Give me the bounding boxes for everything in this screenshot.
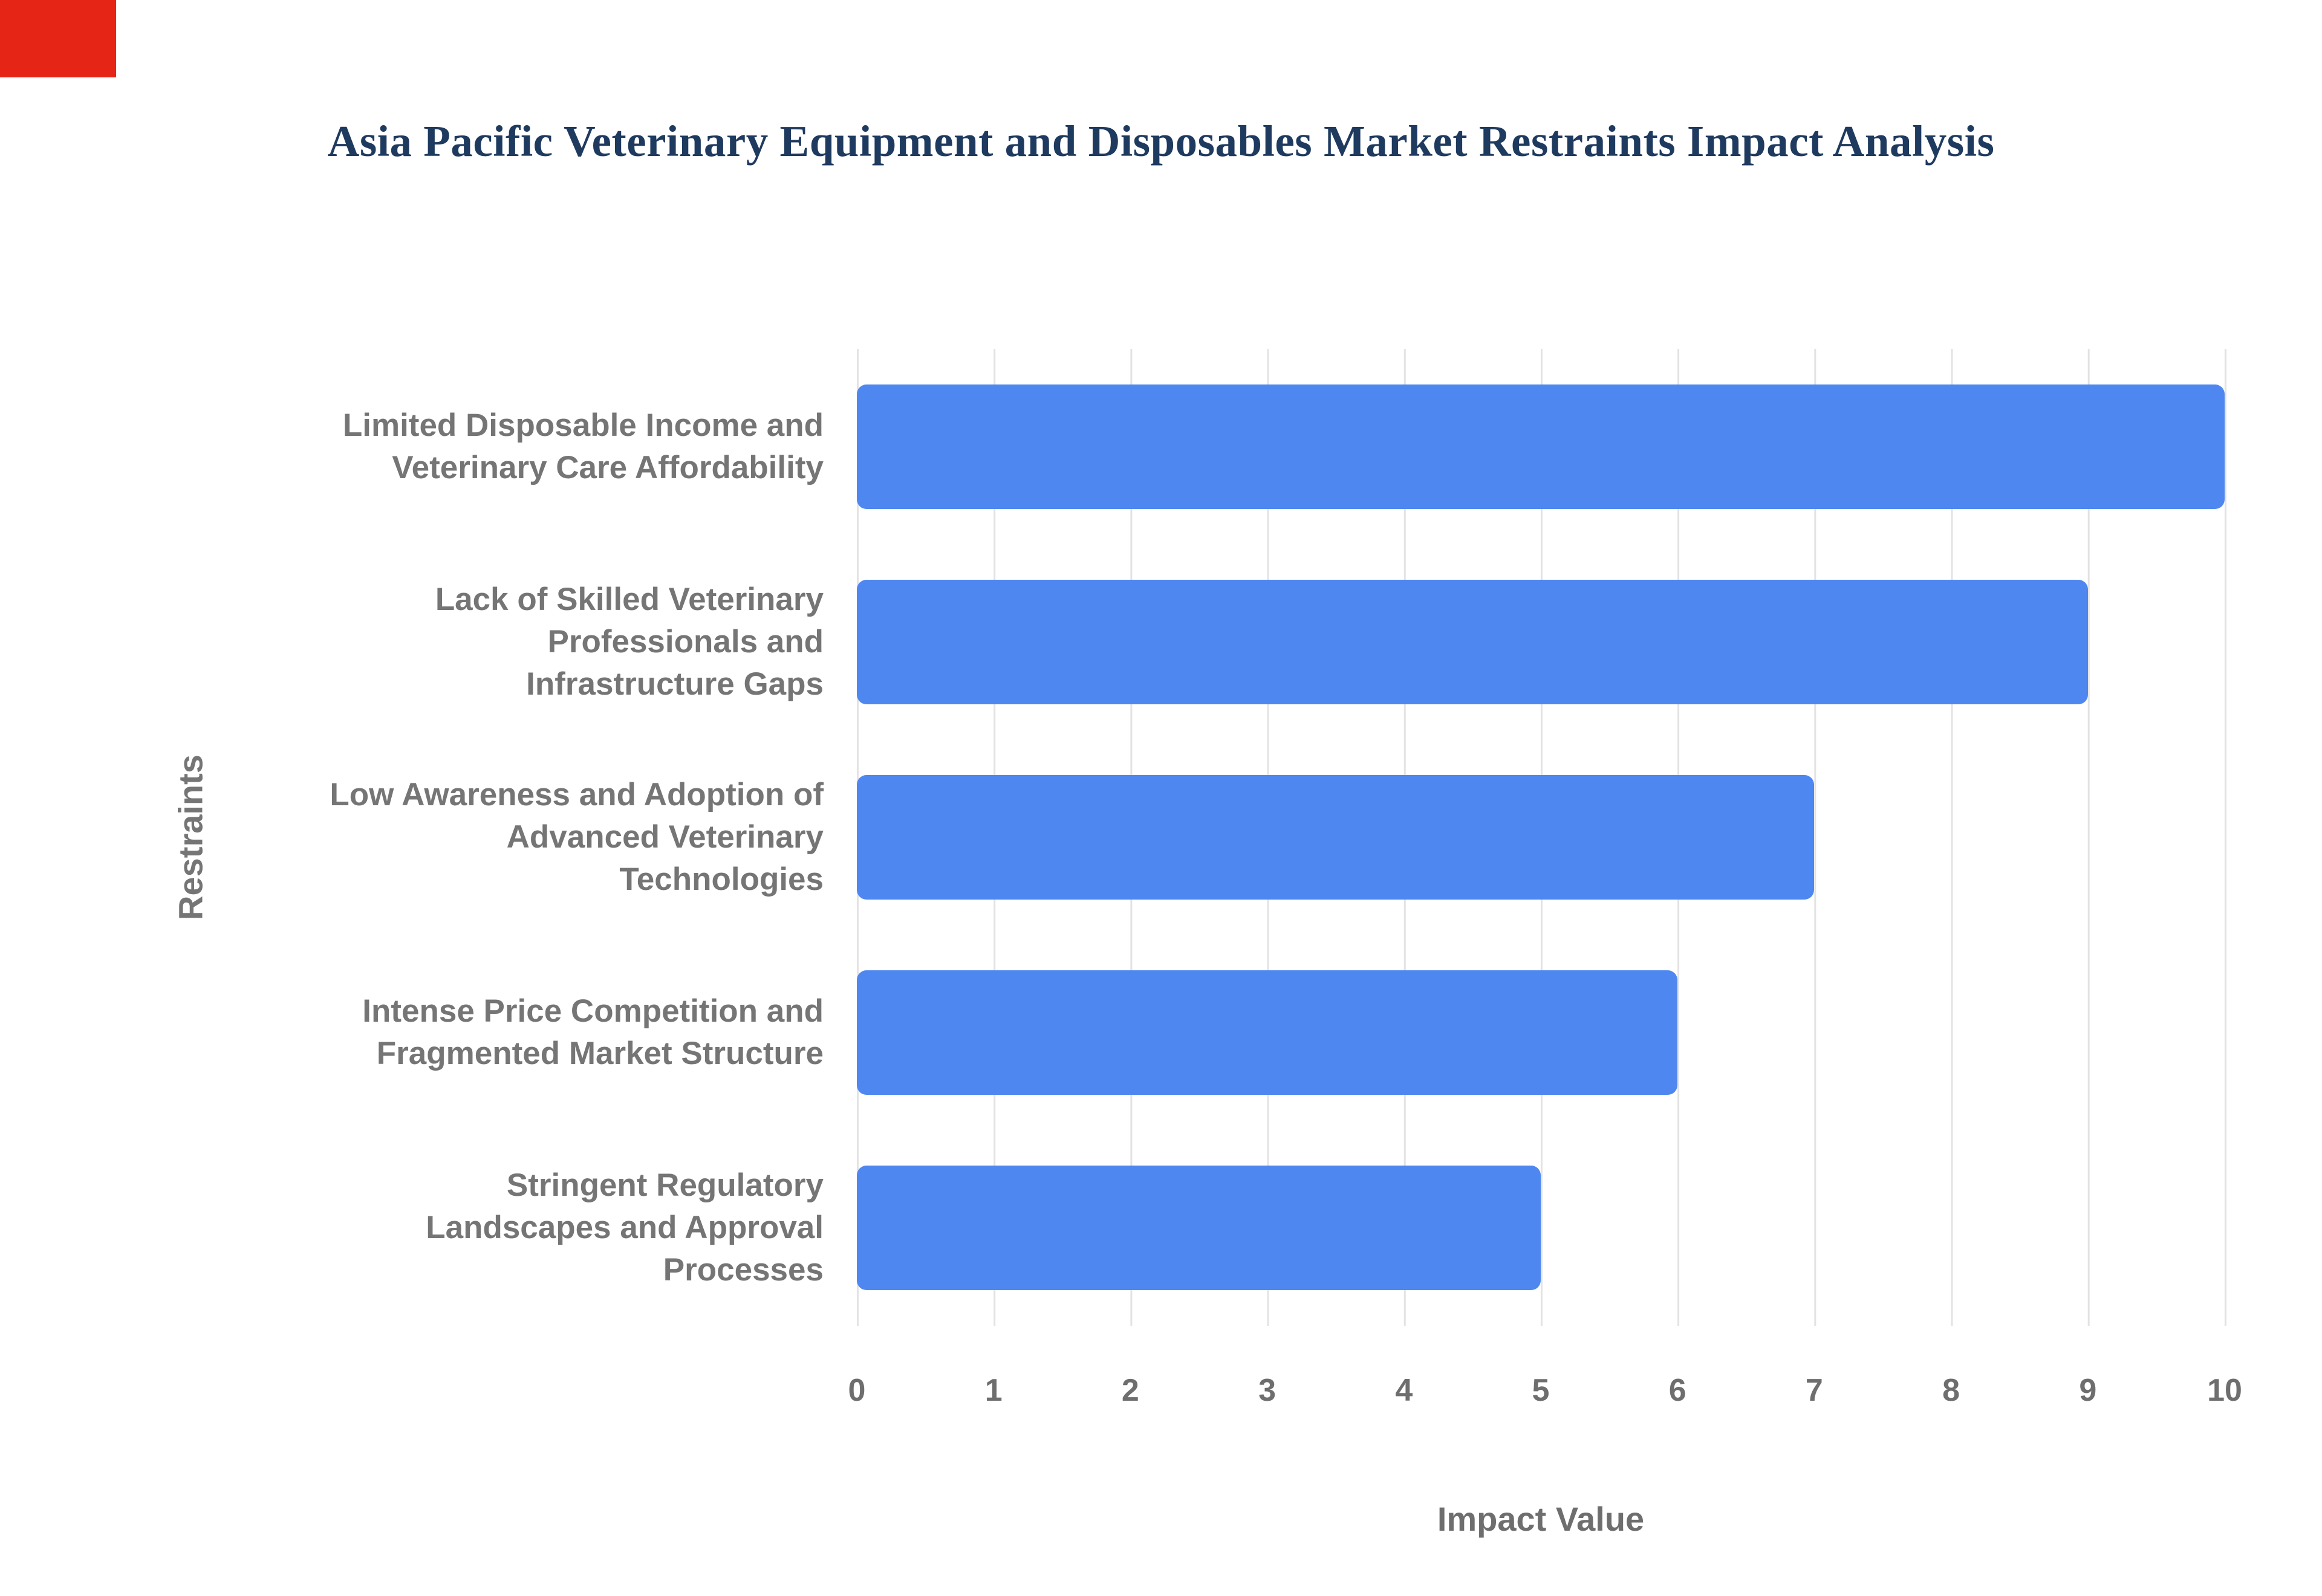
plot-area	[857, 349, 2226, 1326]
x-tick-label: 1	[984, 1373, 1003, 1408]
x-tick-label: 0	[848, 1373, 866, 1408]
bar[interactable]	[857, 970, 1678, 1095]
bar-row	[857, 544, 2225, 739]
category-label: Low Awareness and Adoption of Advanced Ve…	[330, 777, 824, 897]
chart-title: Asia Pacific Veterinary Equipment and Di…	[327, 117, 1995, 166]
x-tick-label: 10	[2207, 1373, 2242, 1408]
bar[interactable]	[857, 775, 1815, 900]
x-axis-title: Impact Value	[1437, 1500, 1645, 1538]
category-label: Stringent Regulatory Landscapes and Appro…	[426, 1167, 824, 1288]
category-labels: Limited Disposable Income and Veterinary …	[181, 349, 824, 1326]
red-corner-mark	[0, 0, 116, 77]
x-tick-label: 9	[2079, 1373, 2097, 1408]
bar[interactable]	[857, 579, 2088, 704]
bar-row	[857, 349, 2225, 544]
x-tick-label: 3	[1258, 1373, 1276, 1408]
category-label: Limited Disposable Income and Veterinary …	[342, 407, 824, 485]
x-tick-label: 6	[1668, 1373, 1686, 1408]
category-label: Lack of Skilled Veterinary Professionals …	[435, 581, 824, 702]
x-tick-label: 2	[1121, 1373, 1139, 1408]
bar[interactable]	[857, 384, 2225, 509]
x-tick-label: 5	[1532, 1373, 1550, 1408]
x-tick-label: 4	[1395, 1373, 1413, 1408]
bar-row	[857, 935, 2225, 1130]
x-axis-ticks: 0 1 2 3 4 5 6 7 8 9 10	[848, 1372, 2242, 1415]
bar-row	[857, 739, 2225, 935]
category-label: Intense Price Competition and Fragmented …	[362, 993, 824, 1072]
x-tick-label: 8	[1942, 1373, 1960, 1408]
x-tick-label: 7	[1805, 1373, 1823, 1408]
bar[interactable]	[857, 1166, 1541, 1291]
bar-row	[857, 1130, 2225, 1326]
